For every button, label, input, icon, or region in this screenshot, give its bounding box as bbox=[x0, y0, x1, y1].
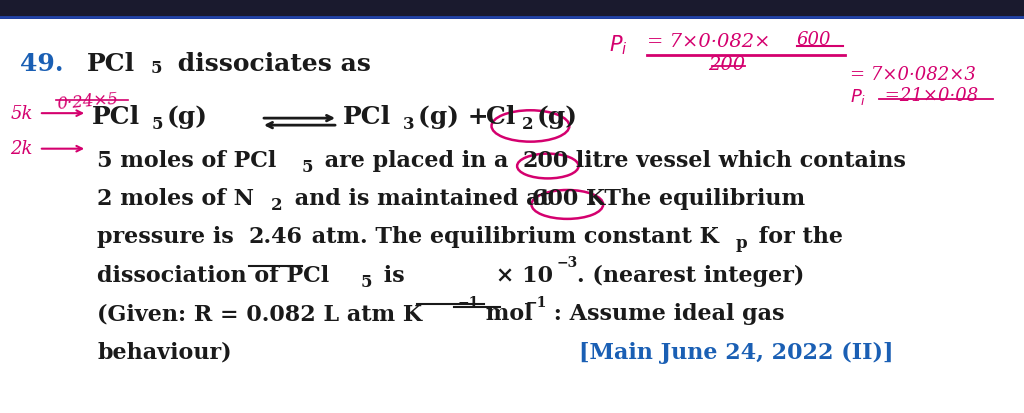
Text: 2.46: 2.46 bbox=[249, 226, 303, 248]
Text: 3: 3 bbox=[402, 116, 414, 133]
Text: 49.: 49. bbox=[20, 52, 63, 76]
Text: 600: 600 bbox=[797, 31, 831, 49]
Text: $P_i$: $P_i$ bbox=[609, 33, 628, 57]
Text: 200: 200 bbox=[522, 150, 568, 171]
Text: (g) +: (g) + bbox=[418, 105, 488, 129]
Text: (Given: R = 0.082 L atm K: (Given: R = 0.082 L atm K bbox=[97, 303, 423, 325]
Text: mol: mol bbox=[478, 303, 532, 325]
Text: PCl: PCl bbox=[87, 52, 135, 76]
Text: 2k: 2k bbox=[10, 140, 33, 159]
Text: are placed in a: are placed in a bbox=[317, 150, 516, 171]
Text: litre vessel which contains: litre vessel which contains bbox=[568, 150, 906, 171]
Text: . The equilibrium: . The equilibrium bbox=[589, 188, 805, 210]
Text: . (nearest integer): . (nearest integer) bbox=[577, 265, 804, 287]
Text: −3: −3 bbox=[556, 256, 578, 271]
Text: 5k: 5k bbox=[10, 105, 33, 123]
Text: 2: 2 bbox=[522, 116, 534, 133]
Bar bbox=[0, 0, 1024, 19]
Text: 5: 5 bbox=[151, 60, 162, 77]
Text: for the: for the bbox=[751, 226, 843, 248]
Text: (g): (g) bbox=[537, 105, 578, 129]
Text: 5: 5 bbox=[302, 159, 313, 176]
Text: p: p bbox=[735, 235, 746, 252]
Text: = 7×0·082×3: = 7×0·082×3 bbox=[850, 66, 976, 84]
Text: 0·24×5: 0·24×5 bbox=[56, 91, 119, 113]
Text: PCl: PCl bbox=[92, 105, 140, 129]
Text: −1: −1 bbox=[525, 296, 547, 310]
Text: and is maintained at: and is maintained at bbox=[287, 188, 558, 210]
Text: 5: 5 bbox=[152, 116, 163, 133]
Text: : Assume ideal gas: : Assume ideal gas bbox=[546, 303, 784, 325]
Text: behaviour): behaviour) bbox=[97, 342, 231, 364]
Text: 5 moles of PCl: 5 moles of PCl bbox=[97, 150, 276, 171]
Text: −1: −1 bbox=[458, 296, 479, 310]
Text: 2: 2 bbox=[271, 197, 283, 214]
Text: $P_i$: $P_i$ bbox=[850, 87, 866, 107]
Text: PCl: PCl bbox=[343, 105, 391, 129]
Text: 5: 5 bbox=[360, 274, 372, 291]
Text: is: is bbox=[376, 265, 404, 287]
Text: Cl: Cl bbox=[486, 105, 516, 129]
Text: 600 K: 600 K bbox=[532, 188, 606, 210]
Text: =21×0·08: =21×0·08 bbox=[879, 87, 978, 105]
Text: [Main June 24, 2022 (II)]: [Main June 24, 2022 (II)] bbox=[579, 342, 893, 364]
Text: dissociates as: dissociates as bbox=[169, 52, 371, 76]
Text: 2 moles of N: 2 moles of N bbox=[97, 188, 254, 210]
Text: dissociation of PCl: dissociation of PCl bbox=[97, 265, 330, 287]
Text: × 10: × 10 bbox=[488, 265, 553, 287]
Text: (g): (g) bbox=[167, 105, 208, 129]
Text: = 7×0·082×: = 7×0·082× bbox=[647, 33, 771, 51]
Text: 200: 200 bbox=[709, 56, 745, 74]
Text: pressure is: pressure is bbox=[97, 226, 242, 248]
Text: atm. The equilibrium constant K: atm. The equilibrium constant K bbox=[304, 226, 719, 248]
